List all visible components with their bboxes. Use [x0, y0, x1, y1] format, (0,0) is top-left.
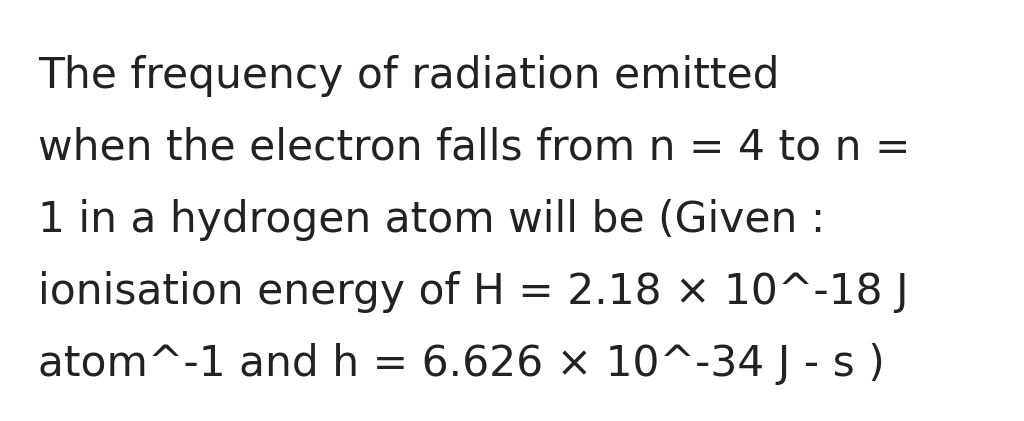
Text: The frequency of radiation emitted: The frequency of radiation emitted [38, 55, 779, 97]
Text: when the electron falls from n = 4 to n =: when the electron falls from n = 4 to n … [38, 127, 910, 169]
Text: atom^-1 and h = 6.626 × 10^-34 J - s ): atom^-1 and h = 6.626 × 10^-34 J - s ) [38, 343, 885, 385]
Text: ionisation energy of H = 2.18 × 10^-18 J: ionisation energy of H = 2.18 × 10^-18 J [38, 271, 908, 313]
Text: 1 in a hydrogen atom will be (Given :: 1 in a hydrogen atom will be (Given : [38, 199, 825, 241]
